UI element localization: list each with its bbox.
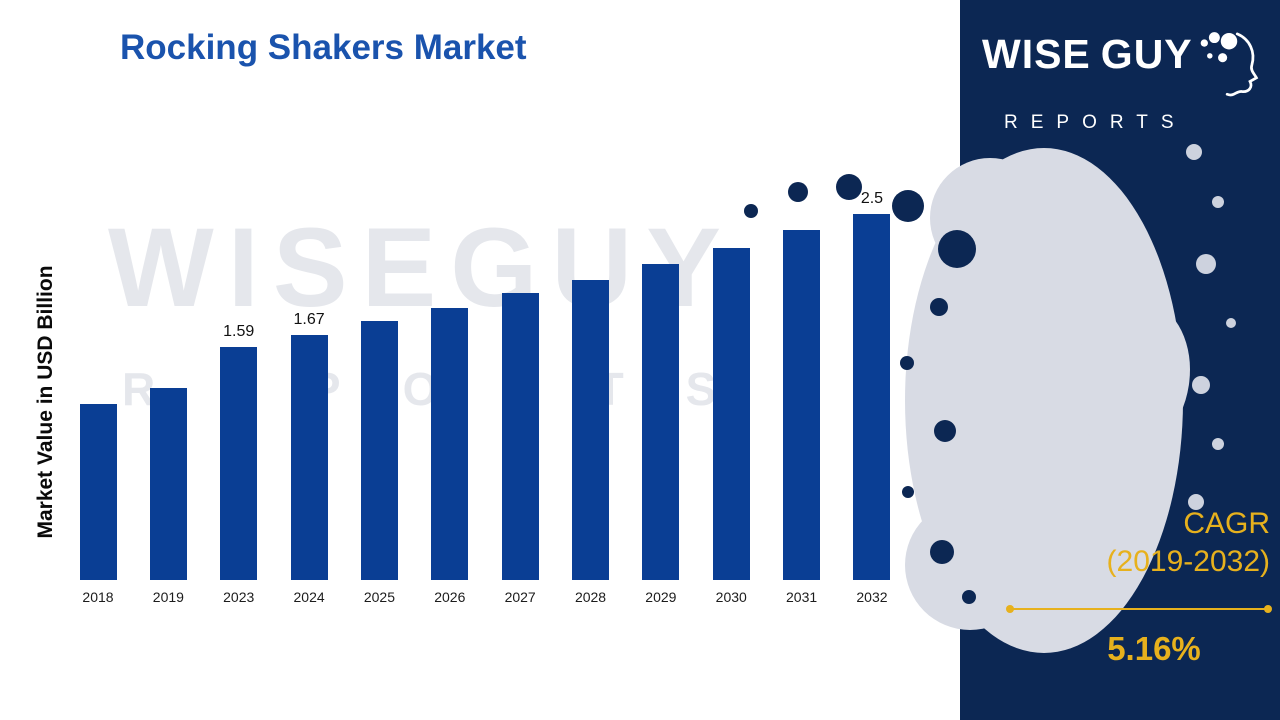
decorative-dot [788,182,808,202]
bar [501,293,539,580]
bar-column: 2018 [74,170,122,606]
cagr-label: CAGR [1183,507,1270,540]
decorative-dot [892,190,924,222]
bar-column: 2030 [707,170,755,606]
brand-logo: WISE GUY REPORTS [982,31,1261,134]
bar [79,404,117,580]
decorative-dot [1212,196,1224,208]
cagr-block: CAGR (2019-2032) 5.16% [1006,505,1272,668]
x-axis-tick-label: 2025 [363,589,396,605]
watermark: WISEGUY REPORTS [108,212,778,416]
x-axis-tick-label: 2032 [856,589,888,605]
logo-wordmark: WISE GUY [982,31,1261,102]
bar-column: 2027 [496,170,544,606]
watermark-line1: WISEGUY [108,205,735,330]
cagr-value: 5.16% [1107,630,1201,667]
bar-column: 2.5 2032 [848,170,896,606]
y-axis-title: Market Value in USD Billion [34,265,57,539]
bar [290,335,328,580]
bar [642,264,680,580]
x-axis-tick-label: 2024 [293,589,325,605]
x-axis-tick-label: 2019 [152,589,184,605]
bar [431,308,469,580]
bar-column: 2025 [355,170,403,606]
decorative-dot [1196,254,1216,274]
x-axis-tick-label: 2018 [82,589,114,605]
decorative-dot [1226,318,1236,328]
decorative-dot [1212,438,1224,450]
x-axis-tick-label: 2023 [223,589,255,605]
decorative-dot [900,356,914,370]
cagr-range: (2019-2032) [1106,545,1270,578]
decorative-dot [938,230,976,268]
bar-value-label: 1.67 [293,311,325,328]
bar [360,321,398,580]
x-axis-tick-label: 2027 [504,589,536,605]
decorative-dot [836,174,862,200]
decorative-dot [1192,376,1210,394]
bar [572,280,610,580]
bar-column: 1.59 2023 [215,170,263,606]
logo-face-icon [1200,32,1258,97]
decorative-dot [1188,494,1204,510]
cagr-divider [1006,605,1272,613]
decorative-dot [902,486,914,498]
divider-dot-right [1264,605,1272,613]
bar-column: 2029 [637,170,685,606]
x-axis-tick-label: 2031 [786,589,818,605]
logo-word-wise: WISE [982,31,1091,77]
bar [783,230,821,580]
bar [853,214,891,580]
decorative-dot [930,298,948,316]
bar [712,248,750,580]
logo-word-guy: GUY [1100,31,1193,77]
page-title: Rocking Shakers Market [120,28,527,67]
x-axis-tick-label: 2029 [645,589,677,605]
bar-value-label: 2.5 [860,190,884,207]
bar-column: 2028 [567,170,615,606]
decorative-dot [962,590,976,604]
bar-chart: 2018 2019 1.59 2023 1.67 2024 2025 2026 2027 2028… [74,170,896,606]
divider-dot-left [1006,605,1014,613]
bar-column: 2026 [426,170,474,606]
bar-column: 2019 [144,170,192,606]
decorative-dot [1186,144,1202,160]
bar [220,347,258,580]
x-axis-tick-label: 2026 [434,589,466,605]
decorative-dot [934,420,956,442]
x-axis-tick-label: 2028 [574,589,607,605]
bar [149,388,187,580]
bar-column: 1.67 2024 [285,170,333,606]
bar-column: 2031 [778,170,826,606]
logo-subtitle: REPORTS [1004,112,1187,133]
decorative-dot [930,540,954,564]
x-axis-tick-label: 2030 [715,589,747,605]
face-silhouette-profile [1080,300,1190,450]
decorative-dot [744,204,758,218]
bar-value-label: 1.59 [223,323,255,340]
